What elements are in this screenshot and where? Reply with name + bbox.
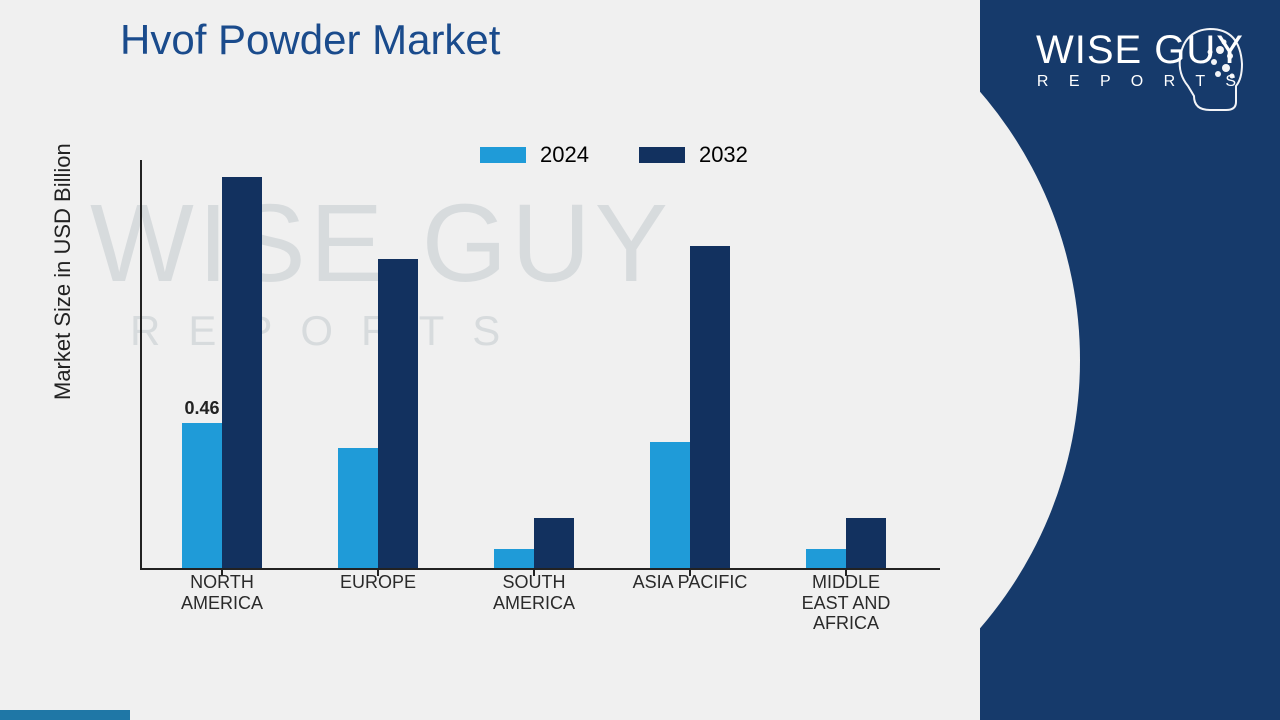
category-label: SOUTH AMERICA [474, 568, 594, 613]
category-label: NORTH AMERICA [162, 568, 282, 613]
category-label: EUROPE [318, 568, 438, 593]
legend: 2024 2032 [480, 140, 800, 170]
bar-chart: 20242032 Market Size in USD Billion 0.46… [60, 140, 960, 680]
bar-2024 [650, 442, 690, 568]
legend-label: 2024 [540, 142, 589, 168]
bar-2032 [534, 518, 574, 568]
bar-2032 [378, 259, 418, 568]
plot-area: 0.46NORTH AMERICAEUROPESOUTH AMERICAASIA… [140, 160, 940, 570]
legend-swatch [639, 147, 685, 163]
page-title: Hvof Powder Market [120, 16, 500, 64]
bar-2024 [338, 448, 378, 568]
legend-item: 2032 [639, 142, 748, 168]
bar-2032 [222, 177, 262, 568]
bottom-accent-bar [0, 710, 130, 720]
bar-2032 [846, 518, 886, 568]
bar-2024 [494, 549, 534, 568]
bar-2024 [806, 549, 846, 568]
y-axis-label: Market Size in USD Billion [50, 143, 76, 400]
legend-swatch [480, 147, 526, 163]
bar-2032 [690, 246, 730, 568]
legend-item: 2024 [480, 142, 589, 168]
bar-2024 [182, 423, 222, 568]
brand-head-icon [1170, 24, 1250, 114]
category-label: MIDDLE EAST AND AFRICA [786, 568, 906, 634]
legend-label: 2032 [699, 142, 748, 168]
brand-logo: WISE GUY R E P O R T S [1036, 28, 1244, 91]
category-label: ASIA PACIFIC [630, 568, 750, 593]
